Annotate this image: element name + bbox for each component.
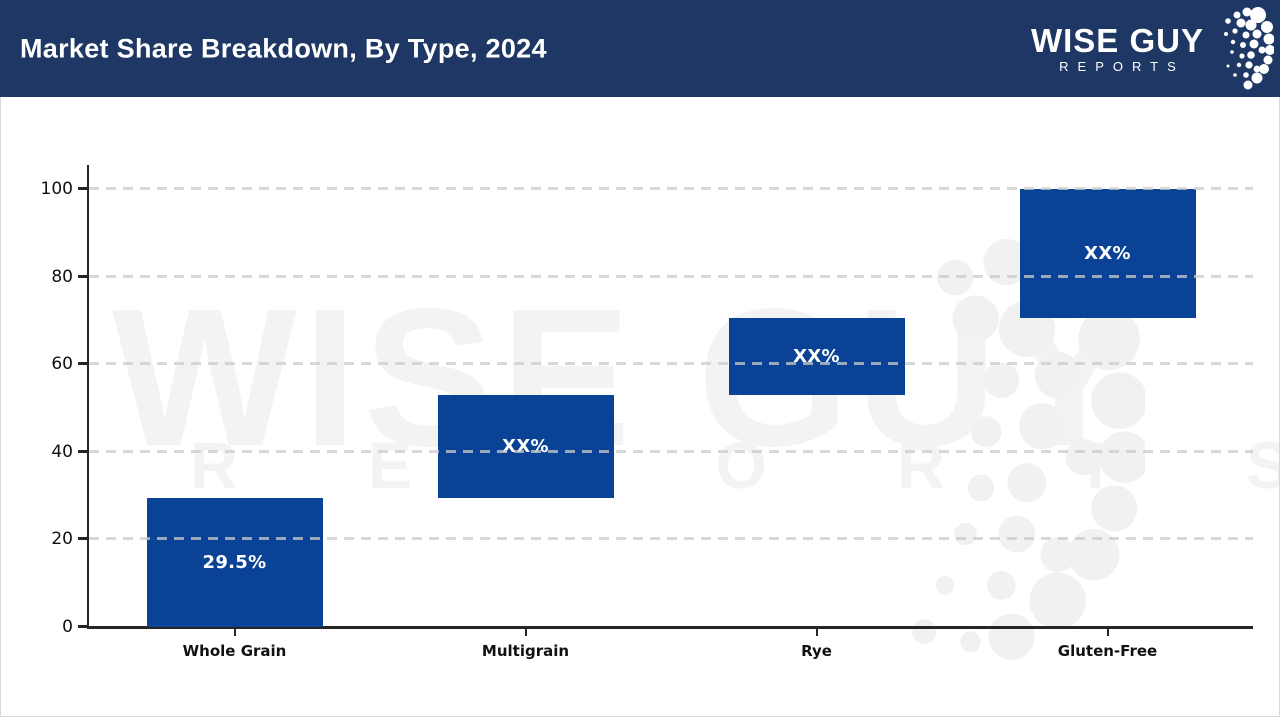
- logo-text: WISE GUY REPORTS: [1030, 21, 1204, 75]
- x-tick: [815, 628, 818, 636]
- y-tick: [78, 362, 87, 366]
- bar-value-label: XX%: [502, 435, 549, 457]
- bar-value-label: 29.5%: [202, 551, 267, 573]
- y-tick-label: 60: [51, 354, 73, 375]
- y-tick: [78, 537, 87, 541]
- bar: 29.5%: [146, 497, 323, 627]
- grid-line: [89, 449, 1253, 453]
- wise-guy-reports-logo: WISE GUY REPORTS: [1031, 5, 1274, 93]
- bar-value-label: XX%: [1084, 243, 1131, 265]
- x-category-label: Whole Grain: [182, 642, 287, 660]
- grid-line: [89, 274, 1253, 278]
- y-tick: [78, 449, 87, 453]
- y-tick-label: 100: [40, 179, 73, 199]
- x-category-label: Gluten-Free: [1057, 642, 1158, 660]
- y-tick: [78, 625, 87, 628]
- header-bar: Market Share Breakdown, By Type, 2024 WI…: [0, 0, 1280, 97]
- grid-line: [89, 187, 1253, 190]
- y-tick-label: 20: [51, 529, 73, 550]
- y-tick-label: 0: [62, 617, 73, 637]
- y-tick-label: 40: [51, 441, 73, 462]
- y-tick: [78, 274, 87, 278]
- logo-subtitle: REPORTS: [1059, 59, 1185, 75]
- x-tick: [1106, 628, 1109, 636]
- bar: XX%: [437, 394, 614, 498]
- bar: XX%: [728, 318, 905, 395]
- grid-line: [89, 537, 1253, 541]
- logo-wordmark: WISE GUY: [1030, 21, 1204, 59]
- dotted-head-icon: [1224, 7, 1274, 90]
- bar-value-label: XX%: [793, 346, 840, 368]
- chart-title: Market Share Breakdown, By Type, 2024: [20, 33, 547, 63]
- y-tick-label: 80: [51, 266, 73, 287]
- y-tick: [78, 187, 87, 190]
- x-category-label: Rye: [801, 642, 832, 660]
- bar: XX%: [1019, 189, 1196, 319]
- plot-area: 0 20 40 60 80 100 29.5% Whole Grain XX% Multigrai…: [41, 165, 1253, 660]
- x-tick: [524, 628, 527, 636]
- x-tick: [233, 628, 236, 636]
- x-category-label: Multigrain: [481, 642, 570, 660]
- grid-line: [89, 362, 1253, 366]
